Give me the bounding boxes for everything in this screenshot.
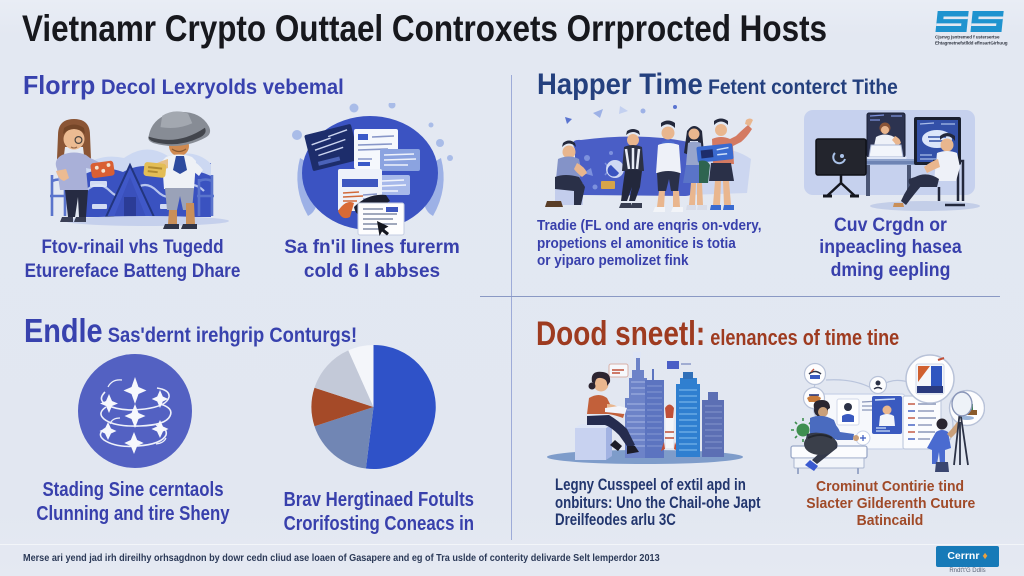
svg-text:Ehtagmetnefstlldd eflnsartGirh: Ehtagmetnefstlldd eflnsartGirhuug [935, 41, 1008, 46]
svg-text:Cjsnvg jsntremed f ustersertse: Cjsnvg jsntremed f ustersertse [935, 35, 1000, 40]
